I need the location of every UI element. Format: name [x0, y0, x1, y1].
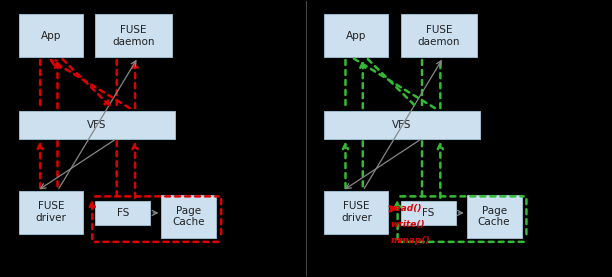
Text: Page
Cache: Page Cache: [478, 206, 510, 227]
Text: App: App: [346, 31, 367, 41]
Text: FS: FS: [422, 208, 435, 218]
FancyBboxPatch shape: [162, 195, 216, 238]
FancyBboxPatch shape: [466, 195, 521, 238]
Text: VFS: VFS: [392, 120, 412, 130]
FancyBboxPatch shape: [401, 201, 455, 225]
FancyBboxPatch shape: [324, 191, 389, 234]
FancyBboxPatch shape: [19, 191, 83, 234]
Text: VFS: VFS: [87, 120, 106, 130]
Text: App: App: [41, 31, 61, 41]
Text: write(): write(): [390, 220, 425, 229]
FancyBboxPatch shape: [401, 14, 477, 57]
Text: FUSE
daemon: FUSE daemon: [112, 25, 155, 47]
FancyBboxPatch shape: [19, 111, 174, 138]
Text: FS: FS: [117, 208, 129, 218]
FancyBboxPatch shape: [324, 111, 480, 138]
Text: FUSE
daemon: FUSE daemon: [417, 25, 460, 47]
FancyBboxPatch shape: [95, 201, 151, 225]
FancyBboxPatch shape: [19, 14, 83, 57]
Text: FUSE
driver: FUSE driver: [35, 201, 67, 223]
FancyBboxPatch shape: [324, 14, 389, 57]
FancyBboxPatch shape: [95, 14, 171, 57]
Text: FUSE
driver: FUSE driver: [341, 201, 372, 223]
Text: mmap(): mmap(): [390, 236, 430, 245]
Text: Page
Cache: Page Cache: [173, 206, 205, 227]
Text: read(): read(): [390, 204, 422, 213]
